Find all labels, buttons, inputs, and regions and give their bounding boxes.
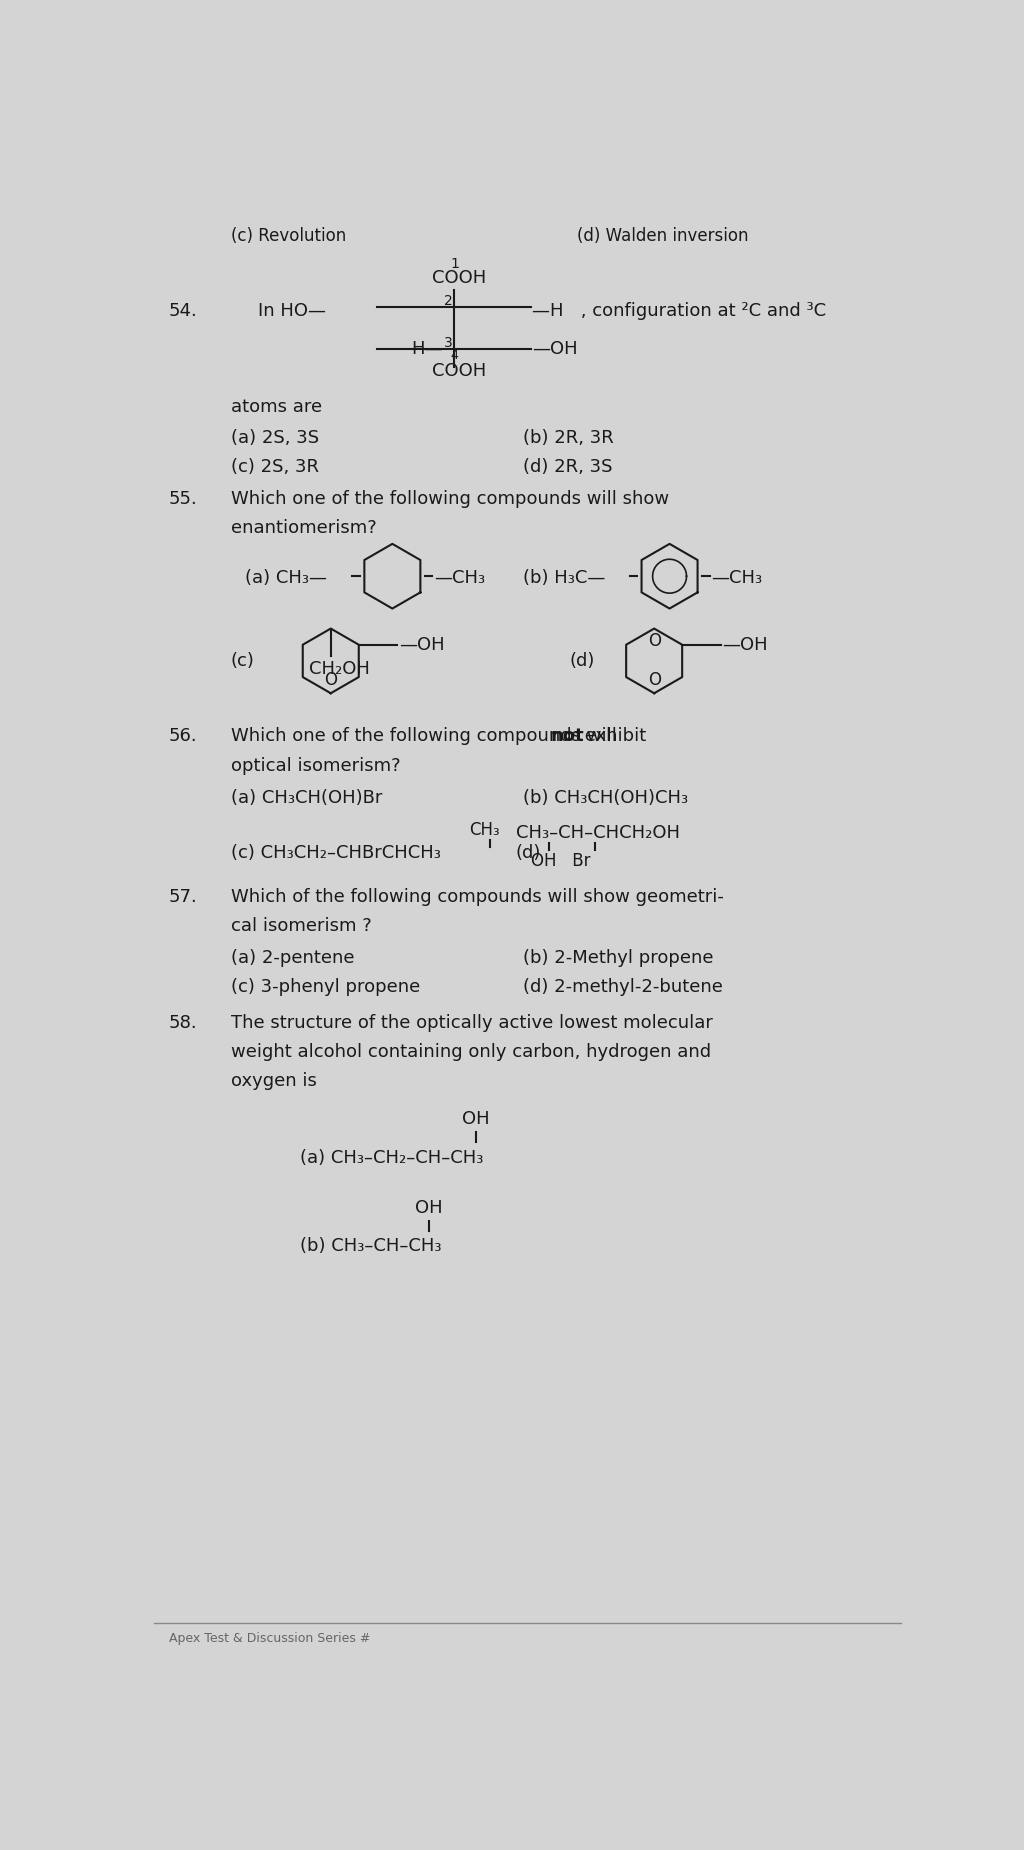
Text: H—: H— [412,340,443,359]
Text: (a) CH₃CH(OH)Br: (a) CH₃CH(OH)Br [230,788,382,807]
Text: O: O [325,672,337,690]
Text: (c) Revolution: (c) Revolution [230,228,346,244]
Text: 58.: 58. [169,1014,198,1032]
Text: COOH: COOH [432,361,486,379]
Text: In HO—: In HO— [258,302,326,320]
Text: 4: 4 [451,348,458,363]
Text: COOH: COOH [432,270,486,287]
Text: (a) CH₃–CH₂–CH–CH₃: (a) CH₃–CH₂–CH–CH₃ [300,1149,483,1167]
Text: (b) CH₃–CH–CH₃: (b) CH₃–CH–CH₃ [300,1238,441,1254]
Text: (d) 2R, 3S: (d) 2R, 3S [523,457,612,475]
Text: O: O [647,633,660,651]
Text: Which one of the following compounds will show: Which one of the following compounds wil… [230,490,669,509]
Text: 2: 2 [444,294,453,307]
Text: CH₃–CH–CHCH₂OH: CH₃–CH–CHCH₂OH [515,823,680,842]
Text: CH₂OH: CH₂OH [309,660,370,677]
Text: Which of the following compounds will show geometri-: Which of the following compounds will sh… [230,888,724,905]
Text: 57.: 57. [169,888,198,905]
Text: Apex Test & Discussion Series #: Apex Test & Discussion Series # [169,1632,371,1645]
Text: exhibit: exhibit [580,727,647,746]
Text: (d) Walden inversion: (d) Walden inversion [578,228,749,244]
Text: enantiomerism?: enantiomerism? [230,520,377,538]
Text: (b) 2R, 3R: (b) 2R, 3R [523,429,614,446]
Text: —OH: —OH [532,340,579,359]
Text: (b) H₃C—: (b) H₃C— [523,568,605,586]
Text: 56.: 56. [169,727,198,746]
Text: CH₃: CH₃ [469,821,500,840]
Text: 54.: 54. [169,302,198,320]
Text: (c) CH₃CH₂–CHBrCHCH₃: (c) CH₃CH₂–CHBrCHCH₃ [230,844,440,862]
Text: optical isomerism?: optical isomerism? [230,757,400,775]
Text: weight alcohol containing only carbon, hydrogen and: weight alcohol containing only carbon, h… [230,1043,711,1062]
Text: (c) 3-phenyl propene: (c) 3-phenyl propene [230,979,420,997]
Text: (a) CH₃—: (a) CH₃— [245,568,327,586]
Text: The structure of the optically active lowest molecular: The structure of the optically active lo… [230,1014,713,1032]
Text: (d): (d) [515,844,541,862]
Text: —CH₃: —CH₃ [711,568,762,586]
Text: OH: OH [462,1110,489,1128]
Text: 1: 1 [451,257,459,272]
Text: OH   Br: OH Br [531,853,591,869]
Text: not: not [550,727,584,746]
Text: OH: OH [416,1199,443,1217]
Text: 55.: 55. [169,490,198,509]
Text: (c) 2S, 3R: (c) 2S, 3R [230,457,318,475]
Text: (b) CH₃CH(OH)CH₃: (b) CH₃CH(OH)CH₃ [523,788,688,807]
Text: (d): (d) [569,651,595,670]
Text: (b) 2-Methyl propene: (b) 2-Methyl propene [523,949,714,968]
Text: atoms are: atoms are [230,398,322,416]
Text: Which one of the following compounds will: Which one of the following compounds wil… [230,727,623,746]
Text: —CH₃: —CH₃ [434,568,485,586]
Text: 3: 3 [444,337,453,350]
Text: —H   , configuration at ²C and ³C: —H , configuration at ²C and ³C [532,302,826,320]
Text: (d) 2-methyl-2-butene: (d) 2-methyl-2-butene [523,979,723,997]
Text: —OH: —OH [398,636,444,653]
Text: cal isomerism ?: cal isomerism ? [230,918,372,934]
Text: oxygen is: oxygen is [230,1073,316,1090]
Text: —OH: —OH [722,636,768,653]
Text: O: O [647,672,660,690]
Text: (c): (c) [230,651,255,670]
Text: (a) 2S, 3S: (a) 2S, 3S [230,429,318,446]
Text: (a) 2-pentene: (a) 2-pentene [230,949,354,968]
